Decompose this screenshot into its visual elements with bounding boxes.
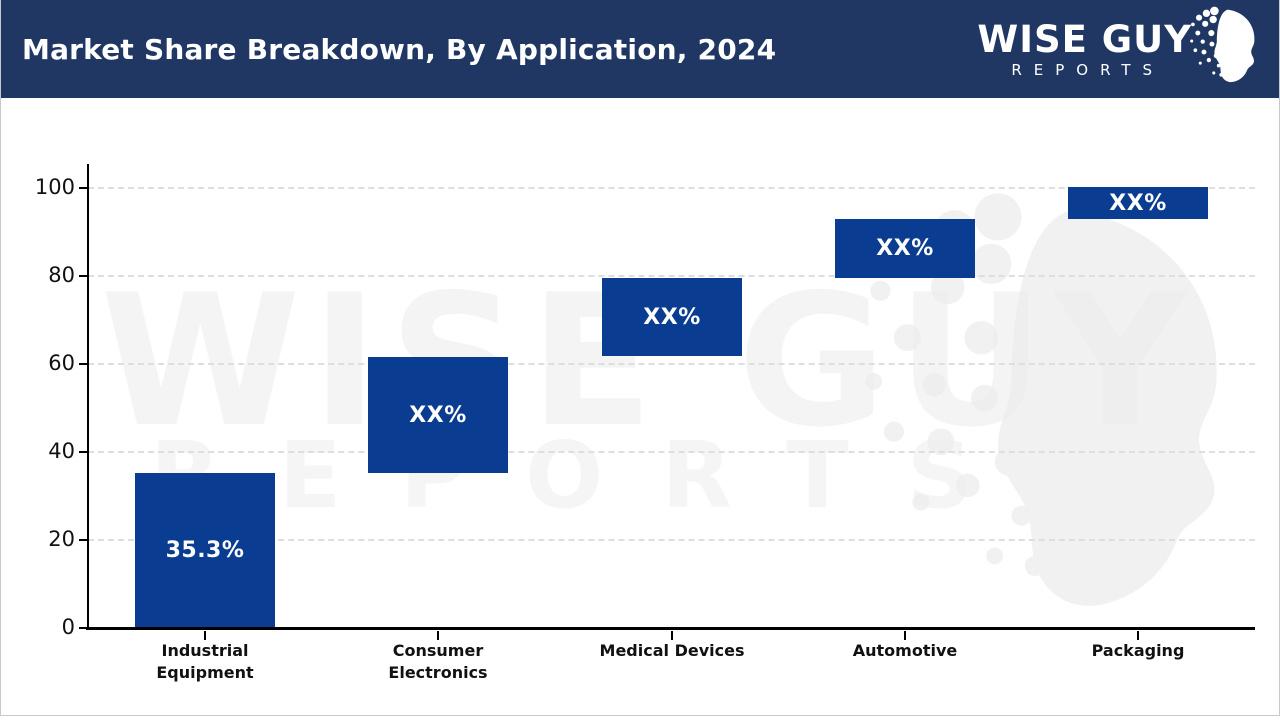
bar-segment: XX% — [368, 357, 508, 473]
xtick-mark-1 — [204, 631, 206, 640]
xtick-mark-4 — [904, 631, 906, 640]
ytick-mark-0 — [79, 627, 88, 629]
bar-value-label: XX% — [409, 402, 467, 428]
bar-value-label: XX% — [643, 304, 701, 330]
page-title: Market Share Breakdown, By Application, … — [22, 32, 777, 66]
wiseguy-face-icon — [1180, 6, 1266, 92]
ytick-label-20: 20 — [48, 527, 75, 551]
ytick-label-80: 80 — [48, 263, 75, 287]
wiseguy-logo-text: WISE GUY REPORTS — [977, 21, 1192, 78]
ytick-label-40: 40 — [48, 439, 75, 463]
xtick-mark-2 — [437, 631, 439, 640]
bar-segment: XX% — [835, 219, 975, 278]
category-label: Medical Devices — [599, 641, 745, 660]
bar-value-label: XX% — [876, 236, 934, 261]
ytick-mark-100 — [79, 187, 88, 189]
bar-segment: XX% — [602, 278, 742, 356]
gridline-y60 — [88, 363, 1255, 365]
y-axis-line — [87, 164, 89, 630]
category-label: Industrial Equipment — [156, 641, 254, 682]
ytick-mark-80 — [79, 275, 88, 277]
bar-value-label: 35.3% — [165, 538, 245, 563]
ytick-mark-20 — [79, 539, 88, 541]
wiseguy-logo-title: WISE GUY — [977, 17, 1192, 61]
bar-segment: 35.3% — [135, 473, 275, 628]
category-label: Consumer Electronics — [388, 641, 488, 682]
ytick-mark-40 — [79, 451, 88, 453]
xtick-mark-5 — [1137, 631, 1139, 640]
ytick-label-100: 100 — [34, 175, 75, 199]
wiseguy-logo-subtitle: REPORTS — [1011, 60, 1165, 79]
wiseguy-logo: WISE GUY REPORTS — [977, 6, 1280, 92]
bar-segment: XX% — [1068, 187, 1208, 219]
gridline-y40 — [88, 451, 1255, 453]
watermark-text-line2: REPORTS — [150, 430, 1250, 522]
xtick-mark-3 — [671, 631, 673, 640]
header-bar: Market Share Breakdown, By Application, … — [0, 0, 1280, 98]
x-axis-line — [86, 627, 1255, 630]
category-label: Packaging — [1091, 641, 1185, 660]
ytick-label-0: 0 — [61, 615, 75, 639]
ytick-label-60: 60 — [48, 351, 75, 375]
gridline-y80 — [88, 275, 1255, 277]
gridline-y20 — [88, 539, 1255, 541]
category-label: Automotive — [852, 641, 958, 660]
ytick-mark-60 — [79, 363, 88, 365]
bar-value-label: XX% — [1109, 190, 1167, 216]
gridline-y100 — [88, 187, 1255, 189]
